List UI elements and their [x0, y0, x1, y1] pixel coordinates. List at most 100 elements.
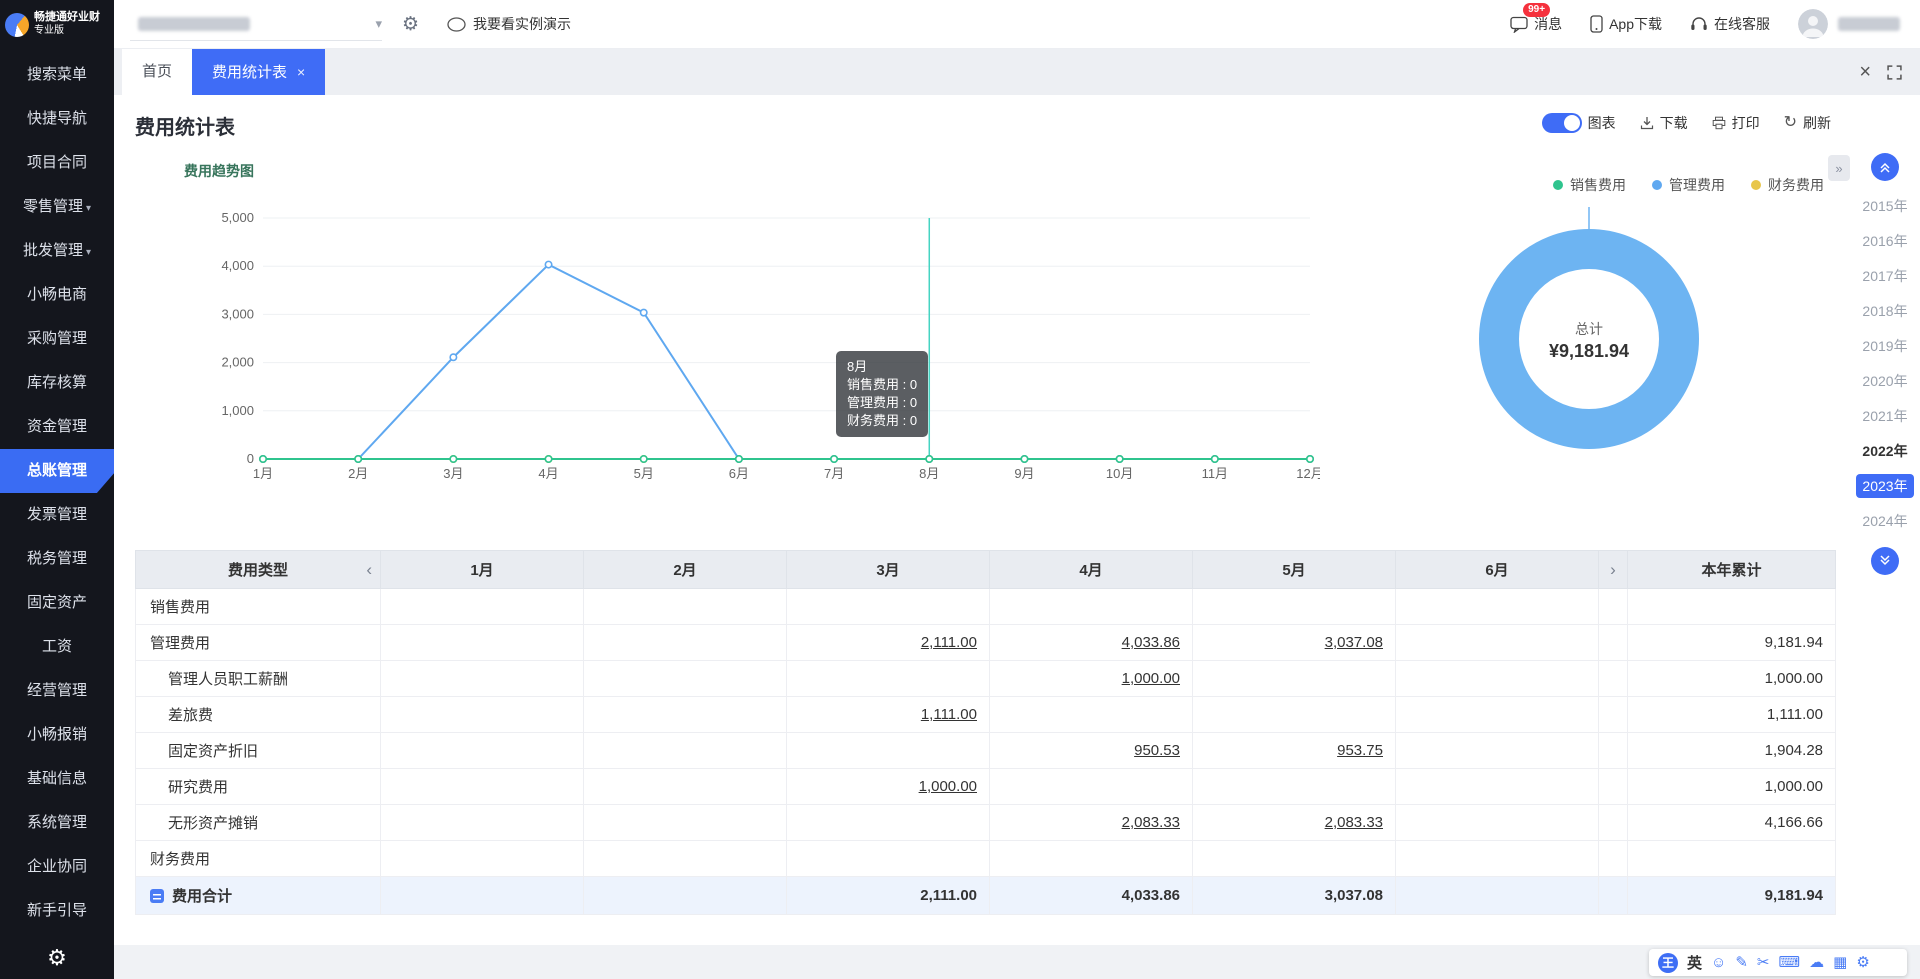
sidebar-item[interactable]: 项目合同 — [26, 154, 87, 171]
sidebar: 畅捷通好业财 专业版 搜索菜单 快捷导航 项目合同 零售管理 ▾ 批发管理 ▾ 小畅电商 采购管… — [0, 0, 114, 979]
table-row: 无形资产摊销 2,083.33 2,083.33 4,166.66 — [135, 804, 1836, 841]
sidebar-item[interactable]: 新手引导 — [26, 902, 87, 919]
expense-table: 费用类型 ‹ 1月 2月 3月 4月 5月 6月 › 本年累计 销售费用 管理费用 2,111.00 4,… — [135, 550, 1836, 915]
year-item[interactable]: 2019年 — [1862, 338, 1908, 354]
cell-value-link[interactable]: 1,000.00 — [918, 778, 977, 795]
sidebar-item[interactable]: 基础信息 — [26, 770, 87, 787]
svg-text:3,000: 3,000 — [221, 306, 254, 321]
col-header-month: 5月 — [1192, 550, 1396, 589]
close-icon[interactable]: × — [1859, 61, 1871, 83]
ime-logo[interactable]: 王 — [1658, 952, 1678, 973]
main-content: 费用统计表 图表 下载 打印 ↻ 刷新 费用趋势图 销售费用 管理费用 财务费用 0… — [114, 95, 1920, 979]
legend-dot-icon — [1553, 180, 1563, 190]
sidebar-item[interactable]: 采购管理 — [26, 330, 87, 347]
sidebar-item[interactable]: 小畅报销 — [26, 726, 87, 743]
years-scroll-down-icon[interactable] — [1871, 547, 1899, 575]
sidebar-item[interactable]: 税务管理 — [26, 550, 87, 567]
donut-chart[interactable] — [1459, 191, 1719, 451]
cell-value-link[interactable]: 950.53 — [1134, 742, 1180, 759]
cell-value: 4,033.86 — [1121, 887, 1180, 904]
ime-lang-toggle[interactable]: 英 — [1687, 955, 1703, 972]
tab[interactable]: 首页 — [122, 49, 193, 95]
smiley-icon[interactable]: ☺ — [1711, 954, 1727, 971]
sidebar-settings-gear-icon[interactable]: ⚙ — [47, 945, 67, 970]
gear-icon[interactable]: ⚙ — [1856, 954, 1870, 971]
support-button[interactable]: 在线客服 — [1690, 14, 1770, 34]
pen-icon[interactable]: ✎ — [1735, 954, 1748, 971]
year-total-value: 1,000.00 — [1627, 768, 1836, 805]
demo-link[interactable]: 我要看实例演示 — [447, 14, 571, 34]
year-total-value: 1,904.28 — [1627, 732, 1836, 769]
year-item[interactable]: 2018年 — [1862, 303, 1908, 319]
year-item[interactable]: 2021年 — [1862, 408, 1908, 424]
year-total-value: 1,111.00 — [1627, 696, 1836, 733]
scissors-icon[interactable]: ✂ — [1756, 954, 1770, 971]
messages-button[interactable]: 99+ 消息 — [1510, 3, 1562, 34]
col-header-year-total: 本年累计 — [1627, 550, 1836, 589]
year-item[interactable]: 2017年 — [1862, 268, 1908, 284]
collapse-panel-icon[interactable]: » — [1828, 155, 1850, 181]
years-scroll-up-icon[interactable] — [1871, 153, 1899, 181]
cell-value-link[interactable]: 3,037.08 — [1324, 634, 1383, 651]
sidebar-item[interactable]: 工资 — [41, 638, 72, 655]
year-item[interactable]: 2023年 — [1856, 469, 1914, 504]
legend-item[interactable]: 管理费用 — [1652, 175, 1725, 195]
refresh-button[interactable]: ↻ 刷新 — [1783, 114, 1831, 132]
sidebar-item[interactable]: 小畅电商 — [26, 286, 87, 303]
year-item[interactable]: 2016年 — [1862, 233, 1908, 249]
trend-chart-title: 费用趋势图 — [184, 163, 254, 179]
sidebar-item[interactable]: 固定资产 — [26, 594, 87, 611]
cloud-icon[interactable]: ☁ — [1809, 954, 1825, 971]
sidebar-item[interactable]: 企业协同 — [26, 858, 87, 875]
avatar[interactable] — [1798, 9, 1828, 39]
legend-item[interactable]: 销售费用 — [1553, 175, 1626, 195]
sidebar-item[interactable]: 零售管理 ▾ — [22, 198, 92, 215]
cell-value-link[interactable]: 2,111.00 — [920, 634, 977, 651]
svg-text:1,000: 1,000 — [221, 403, 254, 418]
toggle-switch[interactable] — [1541, 113, 1582, 133]
table-row: 差旅费 1,111.00 1,111.00 — [135, 696, 1836, 733]
topbar: ▾ ⚙ 我要看实例演示 99+ 消息 App下载 在线客服 — [114, 0, 1920, 49]
sidebar-item[interactable]: 经营管理 — [26, 682, 87, 699]
year-item[interactable]: 2020年 — [1862, 373, 1908, 389]
sidebar-item[interactable]: 资金管理 — [26, 418, 87, 435]
keyboard-icon[interactable]: ⌨ — [1778, 954, 1801, 971]
sidebar-item[interactable]: 库存核算 — [26, 374, 87, 391]
year-item[interactable]: 2015年 — [1862, 198, 1908, 214]
cell-value-link[interactable]: 2,083.33 — [1121, 814, 1180, 831]
sidebar-item[interactable]: 搜索菜单 — [26, 66, 87, 83]
table-row: 研究费用 1,000.00 1,000.00 — [135, 768, 1836, 805]
year-item[interactable]: 2022年 — [1862, 443, 1908, 459]
download-button[interactable]: 下载 — [1640, 113, 1688, 133]
cell-value-link[interactable]: 4,033.86 — [1121, 634, 1180, 651]
company-selector[interactable]: ▾ — [130, 7, 382, 41]
cell-value-link[interactable]: 953.75 — [1337, 742, 1383, 759]
trend-line-chart[interactable]: 0 1,000 2,000 3,000 4,000 5,000 1月 2月 3月 4月 5月 6月 7月… — [200, 200, 1320, 485]
tab-close-icon[interactable]: × — [297, 64, 306, 80]
year-item[interactable]: 2024年 — [1862, 513, 1908, 529]
cell-value-link[interactable]: 2,083.33 — [1324, 814, 1383, 831]
chart-toggle[interactable]: 图表 — [1541, 113, 1616, 133]
legend-item[interactable]: 财务费用 — [1751, 175, 1824, 195]
chevron-right-icon[interactable]: › — [1598, 550, 1628, 589]
cell-value-link[interactable]: 1,111.00 — [920, 706, 977, 723]
sidebar-item[interactable]: 发票管理 — [26, 506, 87, 523]
year-list: 2015年 2016年 2017年 2018年 2019年 2020年 2021年 2022年… — [1856, 189, 1914, 539]
grid-icon[interactable]: ▦ — [1833, 954, 1848, 971]
table-wrap: 费用类型 ‹ 1月 2月 3月 4月 5月 6月 › 本年累计 销售费用 管理费用 2,111.00 4,… — [135, 550, 1837, 915]
print-button[interactable]: 打印 — [1712, 113, 1760, 133]
chevron-left-icon[interactable]: ‹ — [366, 560, 372, 579]
table-header-row: 费用类型 ‹ 1月 2月 3月 4月 5月 6月 › 本年累计 — [135, 550, 1836, 589]
app-download-button[interactable]: App下载 — [1590, 14, 1662, 34]
sidebar-item[interactable]: 系统管理 — [26, 814, 87, 831]
svg-text:4月: 4月 — [538, 466, 558, 481]
sidebar-item[interactable]: 快捷导航 — [26, 110, 87, 127]
cell-value-link[interactable]: 1,000.00 — [1121, 670, 1180, 687]
sidebar-item[interactable]: 批发管理 ▾ — [22, 242, 92, 259]
row-name: 费用合计 — [135, 876, 381, 915]
fullscreen-icon[interactable] — [1887, 64, 1902, 80]
tab[interactable]: 费用统计表 × — [192, 49, 326, 95]
sidebar-item[interactable]: 总账管理 — [0, 449, 114, 493]
svg-text:8月: 8月 — [919, 466, 939, 481]
settings-gear-icon[interactable]: ⚙ — [402, 13, 420, 35]
